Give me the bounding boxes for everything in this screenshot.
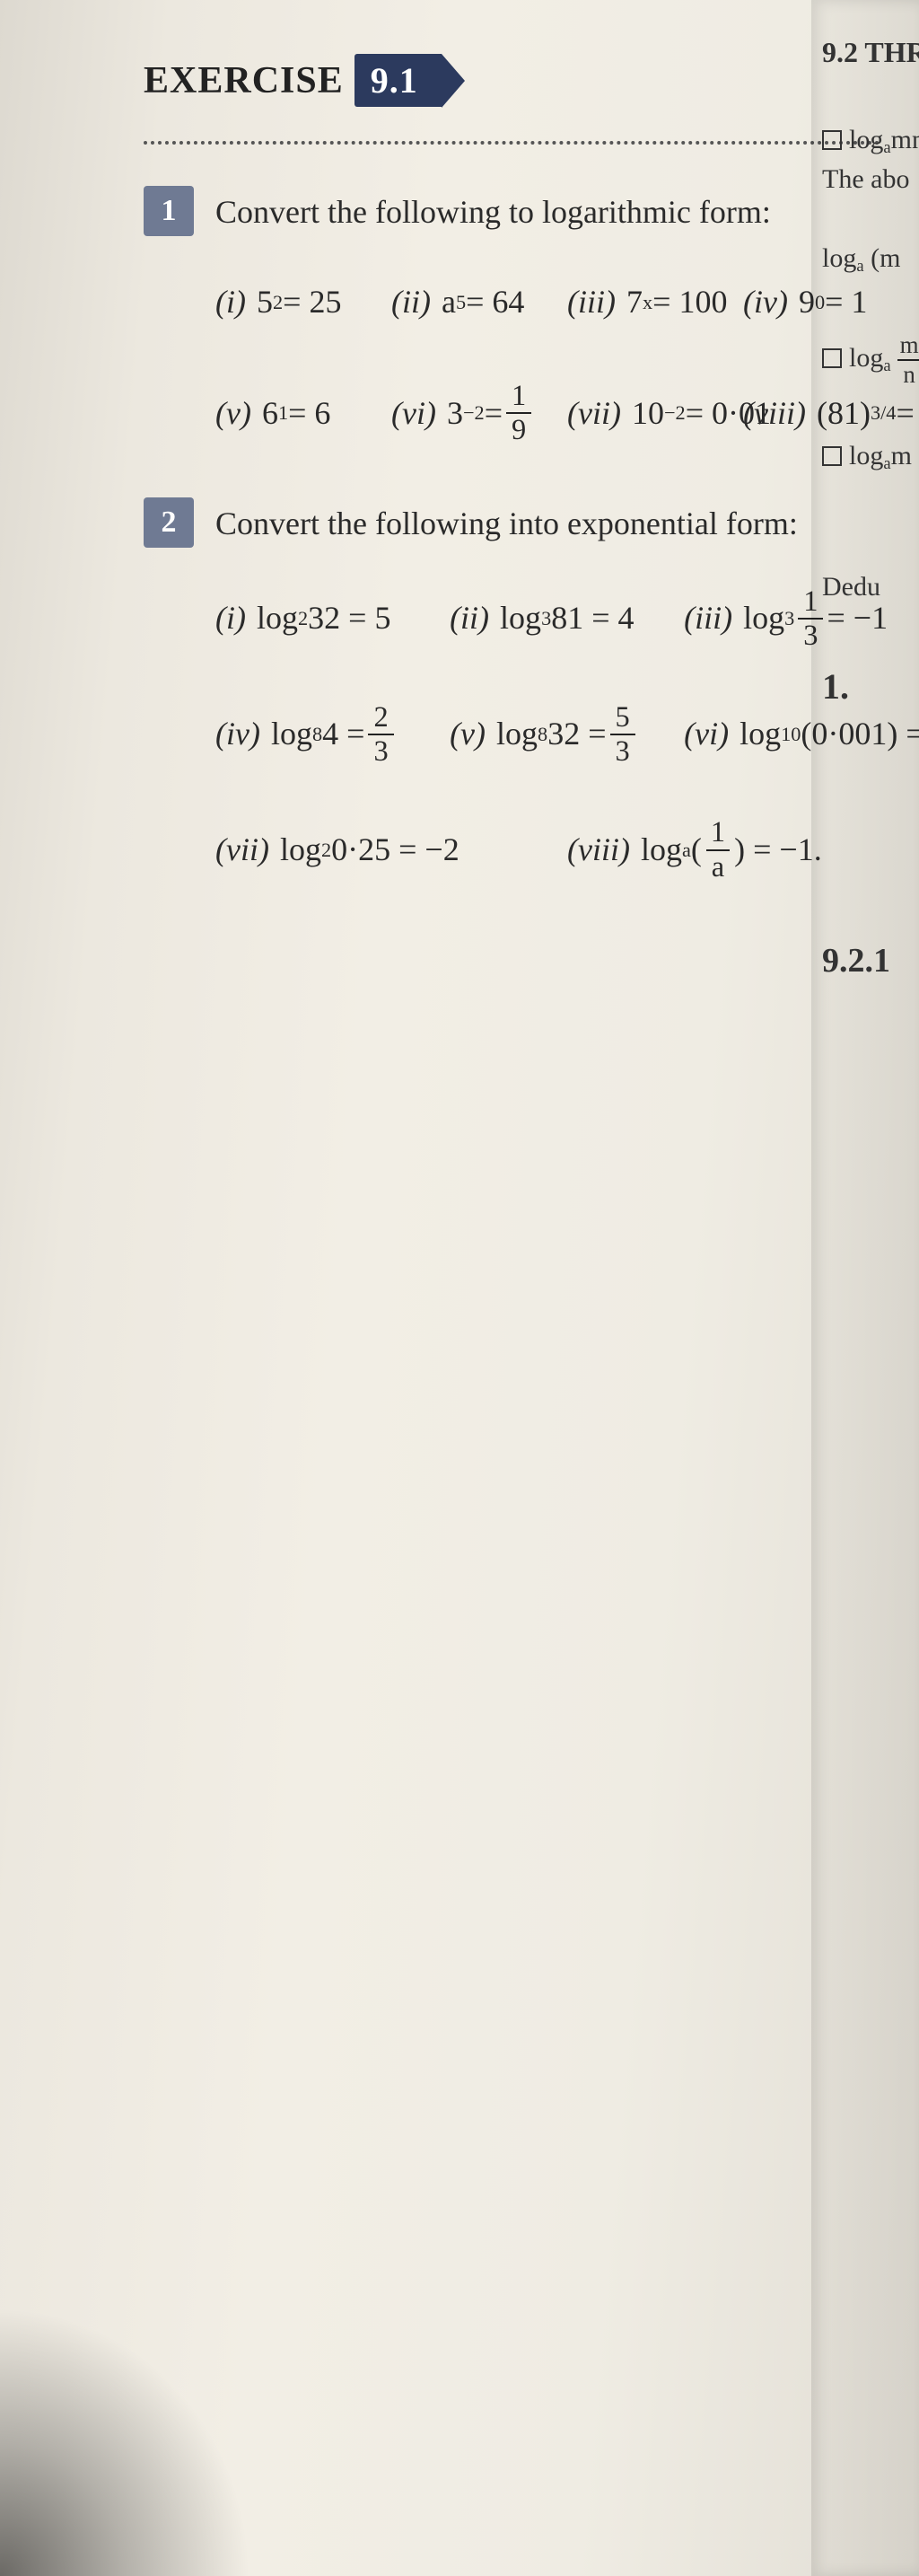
item-expression: log8 32 = 53 <box>496 703 639 767</box>
exercise-number: 9.1 <box>354 54 442 107</box>
list-item: (i) 52 = 25 <box>215 276 391 330</box>
item-label: (vii) <box>567 396 621 432</box>
item-expression: 7x = 100 <box>626 285 727 321</box>
right-line: loga (m <box>811 243 919 274</box>
right-line: logam <box>811 441 919 471</box>
item-label: (ii) <box>391 285 431 321</box>
list-item: (vi) 3−2 = 19 <box>391 382 567 445</box>
item-expression: 3−2 = 19 <box>447 382 535 445</box>
checkbox-icon <box>822 348 842 368</box>
list-item: (v) 61 = 6 <box>215 382 391 445</box>
checkbox-icon <box>822 130 842 150</box>
right-line: Dedu <box>811 572 919 602</box>
list-item: (ii) log3 81 = 4 <box>450 587 684 651</box>
thumb-shadow <box>0 2307 251 2576</box>
item-label: (v) <box>215 396 251 432</box>
item-label: (iii) <box>684 601 732 637</box>
question-2: 2 Convert the following into exponential… <box>144 497 919 548</box>
next-page-partial: 9.2 THRE logamn = The abo loga (m logamn loga… <box>811 0 919 2576</box>
list-item: (vii)10−2 = 0·01 <box>567 382 743 445</box>
list-item: (ii) a5 = 64 <box>391 276 567 330</box>
question-number: 1 <box>144 186 194 236</box>
question-text: Convert the following to logarithmic for… <box>215 186 771 233</box>
right-heading: 9.2 THRE <box>811 36 919 69</box>
item-label: (viii) <box>567 832 630 868</box>
item-label: (iii) <box>567 285 616 321</box>
question-number: 2 <box>144 497 194 548</box>
item-label: (i) <box>215 601 246 637</box>
item-label: (v) <box>450 717 486 752</box>
divider <box>144 141 880 145</box>
item-label: (ii) <box>450 601 489 637</box>
list-item: (vii) log2 0·25 = −2 <box>215 818 567 882</box>
item-expression: log8 4 = 23 <box>271 703 398 767</box>
item-label: (vii) <box>215 832 269 868</box>
item-expression: 61 = 6 <box>262 396 330 432</box>
question-1: 1 Convert the following to logarithmic f… <box>144 186 919 236</box>
item-expression: 52 = 25 <box>257 285 341 321</box>
item-expression: a5 = 64 <box>442 285 524 321</box>
item-expression: log3 81 = 4 <box>500 601 634 637</box>
right-line: 9.2.1 <box>811 941 919 980</box>
exercise-heading: EXERCISE 9.1 <box>144 54 919 107</box>
item-label: (vi) <box>391 396 436 432</box>
question-text: Convert the following into exponential f… <box>215 497 798 545</box>
page-root: EXERCISE 9.1 1 Convert the following to … <box>0 0 919 2576</box>
item-expression: log2 0·25 = −2 <box>280 832 460 868</box>
list-item: (iii) 7x = 100 <box>567 276 743 330</box>
item-label: (iv) <box>215 717 260 752</box>
item-label: (iv) <box>743 285 788 321</box>
item-label: (viii) <box>743 396 806 432</box>
item-label: (i) <box>215 285 246 321</box>
right-line: 1. <box>811 665 919 708</box>
right-line: logamn <box>811 333 919 387</box>
item-expression: log2 32 = 5 <box>257 601 390 637</box>
list-item: (v) log8 32 = 53 <box>450 703 684 767</box>
right-line: logamn = <box>811 125 919 155</box>
list-item: (i) log2 32 = 5 <box>215 587 450 651</box>
right-line: The abo <box>811 164 919 195</box>
list-item: (iv) log8 4 = 23 <box>215 703 450 767</box>
item-label: (vi) <box>684 717 729 752</box>
checkbox-icon <box>822 446 842 466</box>
item-expression: loga (1a) = −1. <box>641 818 822 882</box>
exercise-label: EXERCISE <box>144 59 344 102</box>
